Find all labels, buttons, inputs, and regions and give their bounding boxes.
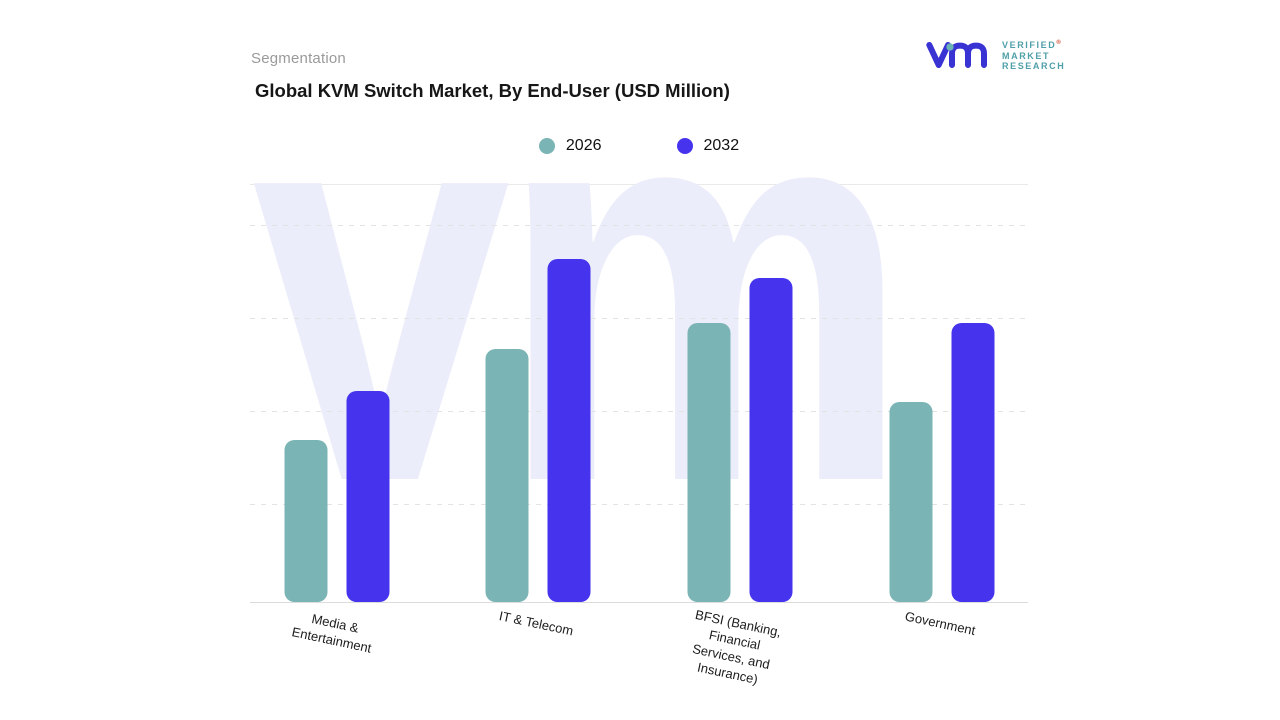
gridline <box>250 504 1028 505</box>
bar-group <box>687 225 793 602</box>
registered-mark: ® <box>1056 40 1061 47</box>
logo-line-research: RESEARCH <box>1002 61 1066 72</box>
bar-2026 <box>687 323 731 602</box>
chart-legend: 2026 2032 <box>250 137 1028 155</box>
chart-title: Global KVM Switch Market, By End-User (U… <box>255 80 730 101</box>
gridline <box>250 318 1028 319</box>
plot-area <box>250 225 1028 603</box>
logo-line-verified: VERIFIED <box>1002 40 1057 51</box>
legend-item-2026: 2026 <box>538 137 602 155</box>
legend-label-2026: 2026 <box>565 137 602 154</box>
logo-line-market: MARKET <box>1002 50 1051 61</box>
legend-marker-2032 <box>676 138 693 154</box>
gridline <box>250 411 1028 412</box>
gridline <box>250 225 1028 226</box>
segmentation-label: Segmentation <box>251 50 346 67</box>
bar-2026 <box>485 349 529 602</box>
bar-group <box>889 225 995 602</box>
bar-2026 <box>284 439 328 602</box>
bar-group <box>284 225 390 602</box>
vmr-logo-text: VERIFIED® MARKET RESEARCH <box>1002 38 1065 72</box>
bar-2032 <box>951 323 995 602</box>
bar-group <box>485 225 591 602</box>
bar-2032 <box>547 258 591 602</box>
vmr-logo: VERIFIED® MARKET RESEARCH <box>926 34 1065 76</box>
x-tick-label: Media & Entertainment <box>290 611 373 656</box>
bar-2032 <box>346 390 390 602</box>
x-tick-label: BFSI (Banking, Financial Services, and I… <box>691 606 783 687</box>
legend-marker-2026 <box>538 138 555 154</box>
x-tick-label: Government <box>903 608 977 639</box>
bar-2026 <box>889 402 933 602</box>
vmr-monogram-icon <box>926 42 987 68</box>
top-divider <box>250 184 1028 185</box>
legend-item-2032: 2032 <box>676 137 740 155</box>
legend-label-2032: 2032 <box>703 137 740 154</box>
bar-2032 <box>749 277 793 602</box>
x-tick-label: IT & Telecom <box>497 608 575 639</box>
